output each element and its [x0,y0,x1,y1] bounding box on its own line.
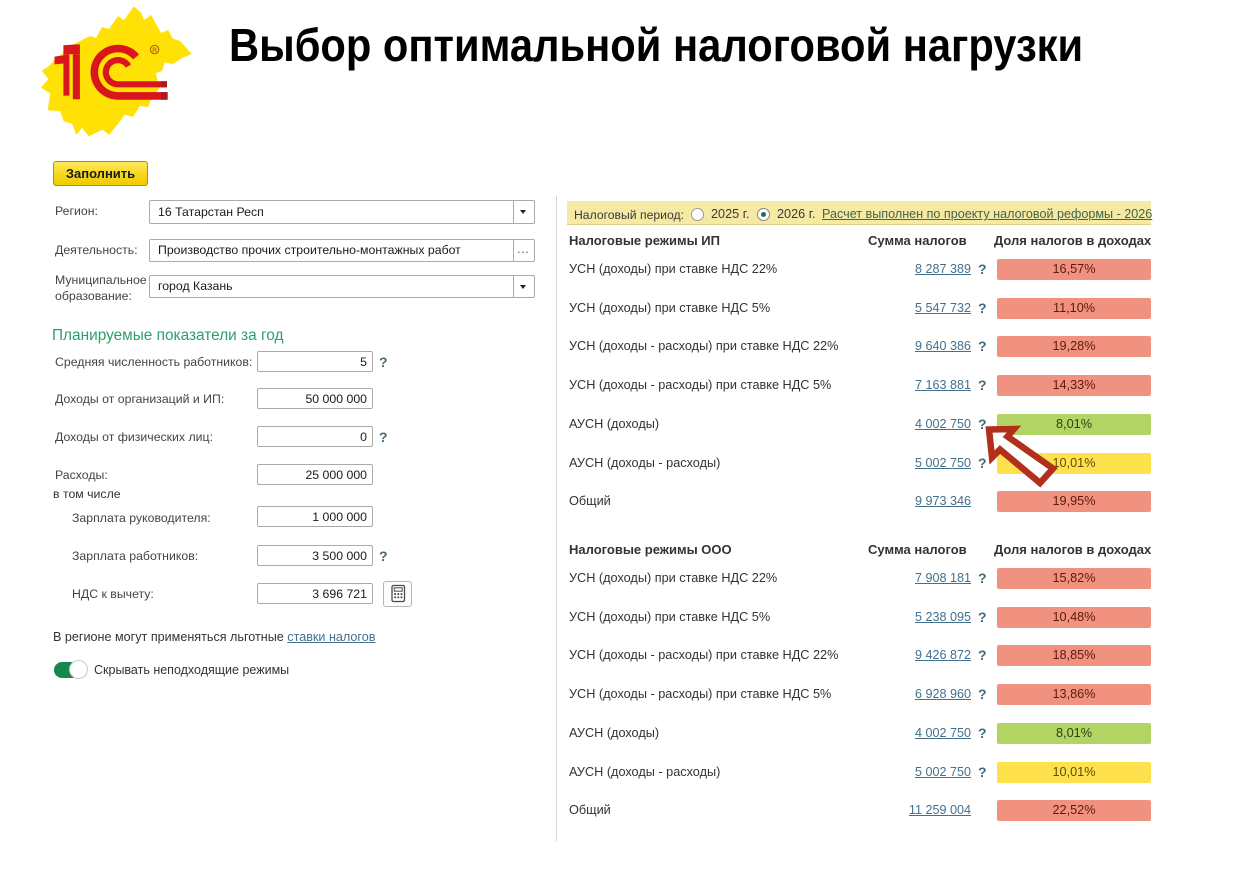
svg-text:R: R [152,47,157,54]
